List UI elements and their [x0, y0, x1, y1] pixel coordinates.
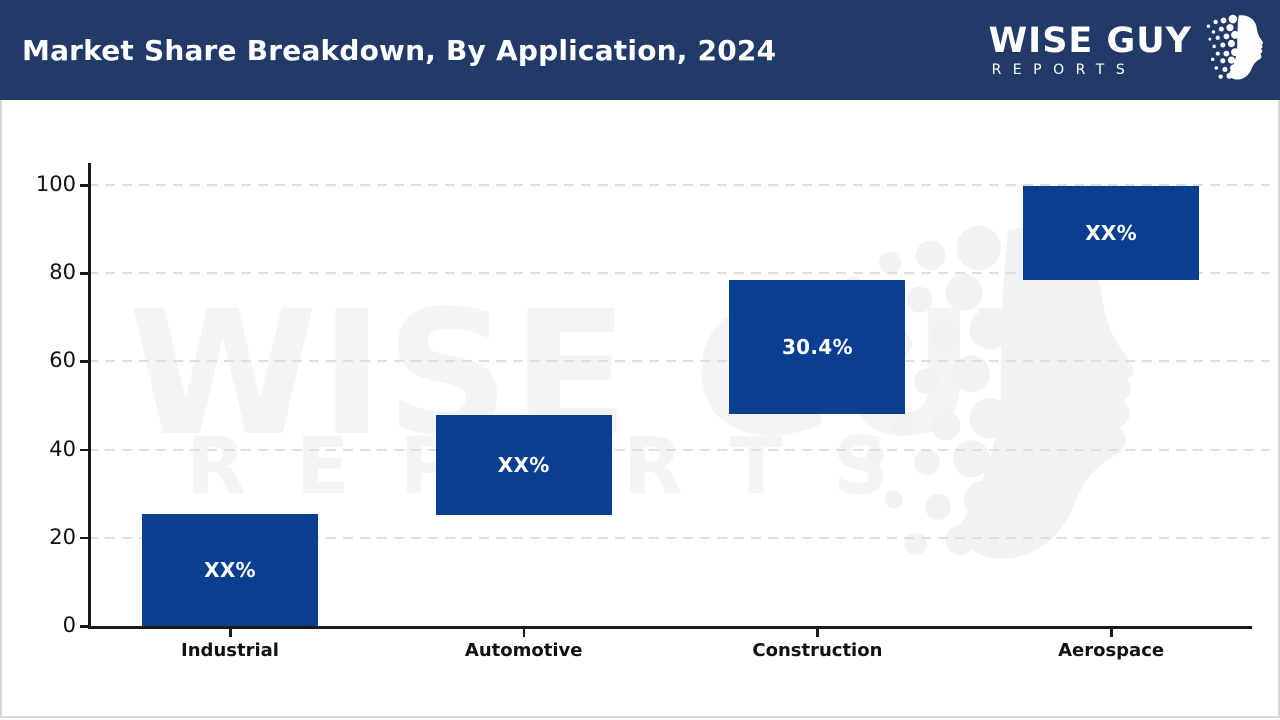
header-bar: Market Share Breakdown, By Application, …	[0, 0, 1280, 100]
bar-aerospace: XX%	[1023, 185, 1200, 281]
y-tick-label-20: 20	[49, 524, 76, 549]
bar-value-label-aerospace: XX%	[1085, 221, 1137, 246]
gridline-80	[88, 272, 1270, 275]
x-axis-line	[88, 626, 1252, 629]
y-tick-label-80: 80	[49, 260, 76, 285]
y-tick-label-0: 0	[62, 613, 76, 637]
x-tick-aerospace	[1110, 629, 1113, 637]
y-tick-label-60: 60	[49, 348, 76, 373]
y-axis-line	[88, 163, 91, 629]
x-axis-label-automotive: Automotive	[464, 640, 583, 661]
x-tick-automotive	[522, 629, 526, 637]
x-axis-label-construction: Construction	[752, 640, 883, 661]
gridline-100	[88, 184, 1270, 186]
wise-guy-reports-logo: WISE GUY REPORTS	[989, 7, 1266, 93]
y-tick-20	[80, 536, 88, 540]
page-border-right	[1278, 100, 1280, 717]
y-tick-100	[80, 184, 88, 187]
gridline-20	[88, 536, 1270, 539]
x-tick-construction	[816, 629, 819, 637]
page-border-left	[0, 100, 2, 717]
bar-automotive: XX%	[435, 415, 612, 515]
y-tick-40	[80, 448, 88, 452]
chart-title: Market Share Breakdown, By Application, …	[22, 33, 777, 67]
logo-text: WISE GUY REPORTS	[988, 20, 1192, 78]
bar-value-label-construction: 30.4%	[781, 335, 853, 360]
bar-value-label-automotive: XX%	[497, 453, 550, 478]
page-border-bottom	[0, 716, 1280, 718]
logo-head-icon	[1206, 14, 1263, 80]
bar-value-label-industrial: XX%	[204, 557, 256, 582]
y-tick-label-100: 100	[35, 172, 76, 196]
logo-brand-subtitle: REPORTS	[991, 61, 1137, 78]
x-axis-label-industrial: Industrial	[181, 640, 279, 661]
bar-construction: 30.4%	[729, 280, 906, 415]
y-tick-label-40: 40	[49, 436, 76, 461]
logo-brand-name: WISE GUY	[988, 20, 1192, 61]
y-tick-80	[80, 272, 88, 275]
bar-industrial: XX%	[142, 513, 318, 626]
y-tick-0	[80, 625, 88, 628]
x-tick-industrial	[229, 629, 232, 637]
gridline-60	[88, 360, 1270, 363]
x-axis-label-aerospace: Aerospace	[1058, 640, 1165, 661]
chart-plot-area: 0 20 40 60 80 100 XX% Industrial XX% Automotive 30…	[0, 100, 1280, 720]
y-tick-60	[80, 360, 88, 363]
gridline-40	[88, 448, 1270, 451]
